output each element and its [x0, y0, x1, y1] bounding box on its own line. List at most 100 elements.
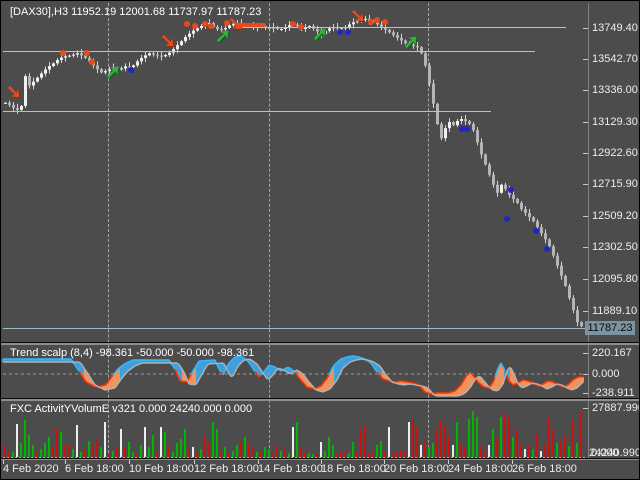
buy-arrow-icon[interactable]: ➚ [215, 26, 231, 47]
candle [552, 246, 555, 256]
support-resistance-line[interactable] [3, 111, 491, 112]
candle [480, 142, 483, 155]
volume-pane[interactable] [1, 401, 588, 458]
trend-ribbon-fill [342, 358, 344, 369]
trend-signal-line [296, 369, 300, 372]
volume-bar [540, 451, 542, 457]
trend-ribbon-fill [22, 359, 24, 363]
trend-signal-line [274, 369, 278, 373]
trend-ribbon-fill [498, 366, 500, 390]
trend-ribbon-fill [552, 382, 554, 387]
candle [56, 60, 59, 64]
sell-arrow-icon[interactable]: ➘ [6, 82, 22, 103]
trend-main-line [384, 378, 388, 382]
volume-bar [404, 452, 406, 457]
trend-main-line [476, 379, 480, 384]
trend-signal-line [386, 375, 390, 379]
volume-bar [60, 432, 62, 457]
trend-ribbon-fill [172, 363, 174, 367]
volume-bar [276, 445, 278, 457]
trend-signal-line [496, 388, 500, 392]
pane-separator[interactable] [1, 398, 639, 399]
volume-bar [280, 451, 282, 457]
trend-main-line [338, 358, 342, 362]
trend-ribbon-fill [218, 363, 220, 370]
trend-ribbon-fill [404, 381, 406, 385]
volume-bar [108, 454, 110, 457]
trend-main-line [252, 368, 256, 372]
trend-signal-line [518, 384, 522, 388]
trend-ribbon-fill [338, 360, 340, 376]
volume-bar [432, 443, 434, 457]
trend-signal-line [472, 379, 476, 384]
trend-signal-line [198, 375, 202, 380]
candle [160, 55, 163, 57]
trend-ribbon-fill [56, 359, 58, 363]
trend-ribbon-fill [120, 366, 122, 380]
buy-arrow-icon[interactable]: ➚ [105, 62, 121, 83]
trend-ribbon-fill [400, 380, 402, 385]
volume-bar [572, 420, 574, 457]
candle [48, 66, 51, 70]
trend-ribbon-fill [158, 360, 160, 363]
trend-main-line [306, 386, 310, 389]
trend-signal-line [224, 364, 228, 371]
trend-main-line [464, 374, 468, 379]
trend-signal-line [426, 387, 430, 390]
trend-signal-line [304, 376, 308, 380]
trend-ribbon-fill [578, 376, 580, 386]
trend-ribbon-fill [340, 359, 342, 373]
trend-signal-line [114, 384, 118, 389]
trend-ribbon-fill [504, 371, 506, 378]
sell-arrow-icon[interactable]: ➘ [350, 6, 366, 27]
sell-dot-marker [84, 50, 90, 56]
time-axis-label: 20 Feb 18:00 [384, 463, 449, 475]
pane-separator[interactable] [1, 399, 639, 401]
sell-arrow-icon[interactable]: ➘ [160, 31, 176, 52]
trend-ribbon-fill [572, 380, 574, 390]
trend-ribbon-fill [450, 392, 452, 396]
candle [432, 83, 435, 104]
candle [80, 53, 83, 56]
pane-separator[interactable] [1, 343, 639, 345]
volume-bar [428, 447, 430, 457]
buy-arrow-icon[interactable]: ➚ [403, 32, 419, 53]
main-chart-pane[interactable] [1, 1, 588, 342]
trend-main-line [462, 377, 466, 383]
candle [216, 26, 219, 30]
indicator-axis-label: 220.167 [592, 347, 632, 359]
red-trend-segment[interactable] [235, 23, 266, 27]
volume-bar [156, 451, 158, 457]
buy-arrow-icon[interactable]: ➚ [312, 24, 328, 45]
trend-main-line [110, 374, 114, 379]
support-resistance-line[interactable] [237, 27, 566, 28]
trend-ribbon-fill [82, 366, 84, 378]
pane-separator[interactable] [1, 342, 639, 343]
trend-ribbon-fill [108, 380, 110, 390]
indicator-axis-label: 24240.990 [589, 447, 640, 459]
trend-ribbon-fill [320, 386, 322, 392]
trend-ribbon-fill [402, 381, 404, 385]
sell-dot-marker [374, 17, 380, 23]
volume-bar [48, 437, 50, 457]
trend-main-line [526, 379, 530, 383]
candle [348, 24, 351, 27]
trend-signal-line [538, 384, 542, 387]
trend-main-line [458, 384, 462, 388]
fractal-dot-marker [544, 246, 550, 252]
time-axis-label: 14 Feb 18:00 [258, 463, 323, 475]
volume-bar [180, 439, 182, 457]
pane-separator [1, 458, 639, 459]
candle [580, 322, 583, 327]
trend-main-line [528, 380, 532, 383]
trend-signal-line [490, 387, 494, 391]
candle [124, 66, 127, 69]
volume-bar [200, 449, 202, 457]
fractal-dot-marker [464, 126, 470, 132]
trend-ribbon-fill [92, 381, 94, 386]
candle [524, 209, 527, 214]
candle [64, 56, 67, 58]
trend-main-line [426, 391, 430, 395]
trend-scalp-pane[interactable] [1, 345, 588, 398]
trend-signal-line [340, 367, 344, 373]
